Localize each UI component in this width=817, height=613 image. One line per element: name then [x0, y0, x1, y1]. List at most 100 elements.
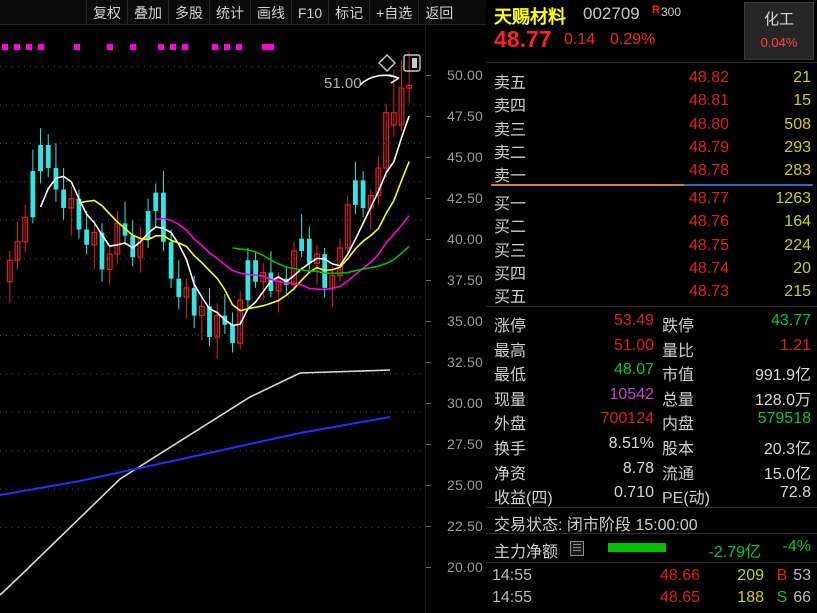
high-price-annotation: 51.00	[324, 75, 362, 92]
bid-label: 买五	[494, 289, 527, 307]
toolbar-button-3[interactable]: 统计	[210, 0, 251, 25]
toolbar-button-8[interactable]: 返回	[425, 4, 454, 21]
axis-tick	[426, 75, 431, 76]
ask-volume: 508	[784, 115, 811, 133]
trade-status: 交易状态: 闭市阶段 15:00:00	[494, 517, 698, 534]
toolbar-button-4[interactable]: 画线	[251, 0, 292, 25]
bid-volume: 215	[784, 283, 811, 301]
sector-name: 化工	[763, 11, 794, 28]
axis-tick	[426, 198, 431, 199]
stat-value-left: 8.51%	[608, 435, 654, 452]
axis-tick	[426, 239, 431, 240]
stat-row: 外盘 700124 内盘 579518	[486, 408, 817, 434]
stat-value-left: 10542	[609, 385, 655, 403]
tick-count: 53	[793, 567, 811, 584]
axis-tick	[426, 403, 431, 404]
net-ticks-divider	[486, 562, 817, 563]
margin-trading-tag: R	[652, 4, 660, 16]
tick-direction: S	[776, 589, 788, 606]
stat-label-right: PE(动)	[662, 490, 711, 508]
stat-value-left: 8.78	[622, 459, 654, 477]
bid-row[interactable]: 买四 48.74 20	[486, 258, 817, 283]
stat-label-right: 内盘	[662, 416, 695, 434]
tick-count: 66	[793, 589, 811, 606]
axis-label: 35.00	[446, 313, 483, 329]
bid-volume: 1263	[775, 190, 811, 207]
ask-row[interactable]: 卖四 48.81 15	[486, 90, 817, 115]
buy-ratio-fill	[491, 184, 685, 186]
axis-tick	[426, 526, 431, 527]
axis-label: 25.00	[446, 477, 483, 493]
stat-row: 最低 48.07 市值 991.9亿	[486, 359, 817, 385]
stat-label-right: 流通	[662, 465, 695, 483]
tick-price: 48.66	[659, 567, 700, 584]
tick-time: 14:55	[492, 589, 533, 606]
axis-label: 37.50	[446, 272, 483, 288]
tick-direction: B	[776, 567, 788, 584]
main-net-label: 主力净额	[494, 544, 559, 561]
stat-value-right: 128.0万	[754, 391, 811, 409]
ask-price: 48.79	[688, 138, 729, 156]
stat-label-left: 涨停	[494, 318, 527, 335]
bid-row[interactable]: 买二 48.76 164	[486, 211, 817, 236]
axis-label: 30.00	[446, 395, 483, 411]
ask-row[interactable]: 卖二 48.79 293	[486, 137, 817, 162]
sector-box[interactable]: 化工 0.04%	[744, 2, 814, 60]
ask-row[interactable]: 卖一 48.78 283	[486, 160, 817, 186]
toolbar-button-2[interactable]: 多股	[169, 0, 210, 25]
quote-panel: 天赐材料 002709 R 300 48.77 0.14 0.29% 化工 0.…	[486, 0, 817, 613]
stock-name: 天赐材料	[494, 7, 566, 27]
stats-status-divider	[486, 507, 817, 508]
tick-volume: 188	[737, 589, 764, 606]
bid-row[interactable]: 买三 48.75 224	[486, 235, 817, 260]
quote-header: 天赐材料 002709 R 300 48.77 0.14 0.29% 化工 0.…	[486, 0, 817, 62]
ask-label: 卖一	[494, 168, 527, 186]
ask-row[interactable]: 卖五 48.82 21	[486, 67, 817, 92]
bid-price: 48.73	[688, 283, 729, 301]
axis-label: 42.50	[446, 190, 483, 206]
axis-tick	[426, 485, 431, 486]
main-net-row[interactable]: 主力净额 -2.79亿 -4%	[486, 535, 817, 561]
tick-row[interactable]: 14:55 48.66 209 B 53	[486, 566, 817, 587]
stat-value-left: 0.710	[613, 484, 654, 502]
toolbar-spacer	[0, 0, 87, 25]
high-arrow-icon	[359, 74, 400, 86]
ask-volume: 293	[784, 138, 811, 156]
toolbar-button-5[interactable]: F10	[292, 0, 330, 25]
toolbar-button-0[interactable]: 复权	[87, 0, 128, 25]
ask-volume: 283	[784, 162, 811, 180]
chart-toolbar: 复权 叠加 多股 统计 画线 F10 标记 +自选 返回	[0, 0, 486, 25]
stat-value-right: 991.9亿	[754, 367, 811, 385]
ask-price: 48.82	[688, 69, 729, 86]
toolbar-button-1[interactable]: 叠加	[128, 0, 169, 25]
bid-row[interactable]: 买一 48.77 1263	[486, 188, 817, 213]
ask-volume: 21	[793, 69, 811, 86]
main-net-amount: -2.79亿	[708, 544, 761, 561]
tick-row[interactable]: 14:55 48.65 188 S 66	[486, 588, 817, 609]
ask-price: 48.81	[688, 92, 729, 110]
toolbar-underline	[0, 24, 486, 25]
kline-chart[interactable]: 51.00 S 财	[0, 25, 425, 613]
toolbar-button-6[interactable]: 标记	[329, 0, 371, 25]
bid-price: 48.77	[688, 190, 729, 207]
stat-label-right: 总量	[662, 391, 695, 409]
panel-toggle-icon[interactable]	[403, 54, 421, 72]
list-view-icon[interactable]	[570, 541, 584, 556]
diamond-icon[interactable]	[377, 53, 397, 73]
axis-label: 40.00	[446, 231, 483, 247]
ask-row[interactable]: 卖三 48.80 508	[486, 114, 817, 139]
bid-row[interactable]: 买五 48.73 215	[486, 281, 817, 307]
stat-label-left: 收益(四)	[494, 490, 553, 508]
stat-label-left: 净资	[494, 465, 527, 483]
stat-value-right: 43.77	[770, 312, 811, 329]
stock-code: 002709	[583, 4, 640, 23]
bid-volume: 224	[784, 236, 811, 254]
bid-price: 48.76	[688, 213, 729, 231]
ask-label: 卖五	[494, 75, 527, 92]
stat-label-left: 外盘	[494, 416, 527, 434]
book-stats-divider	[486, 306, 817, 307]
stat-row: 涨停 53.49 跌停 43.77	[486, 310, 817, 335]
axis-tick	[426, 362, 431, 363]
toolbar-button-7[interactable]: +自选	[370, 0, 420, 25]
bid-label: 买三	[494, 242, 527, 260]
